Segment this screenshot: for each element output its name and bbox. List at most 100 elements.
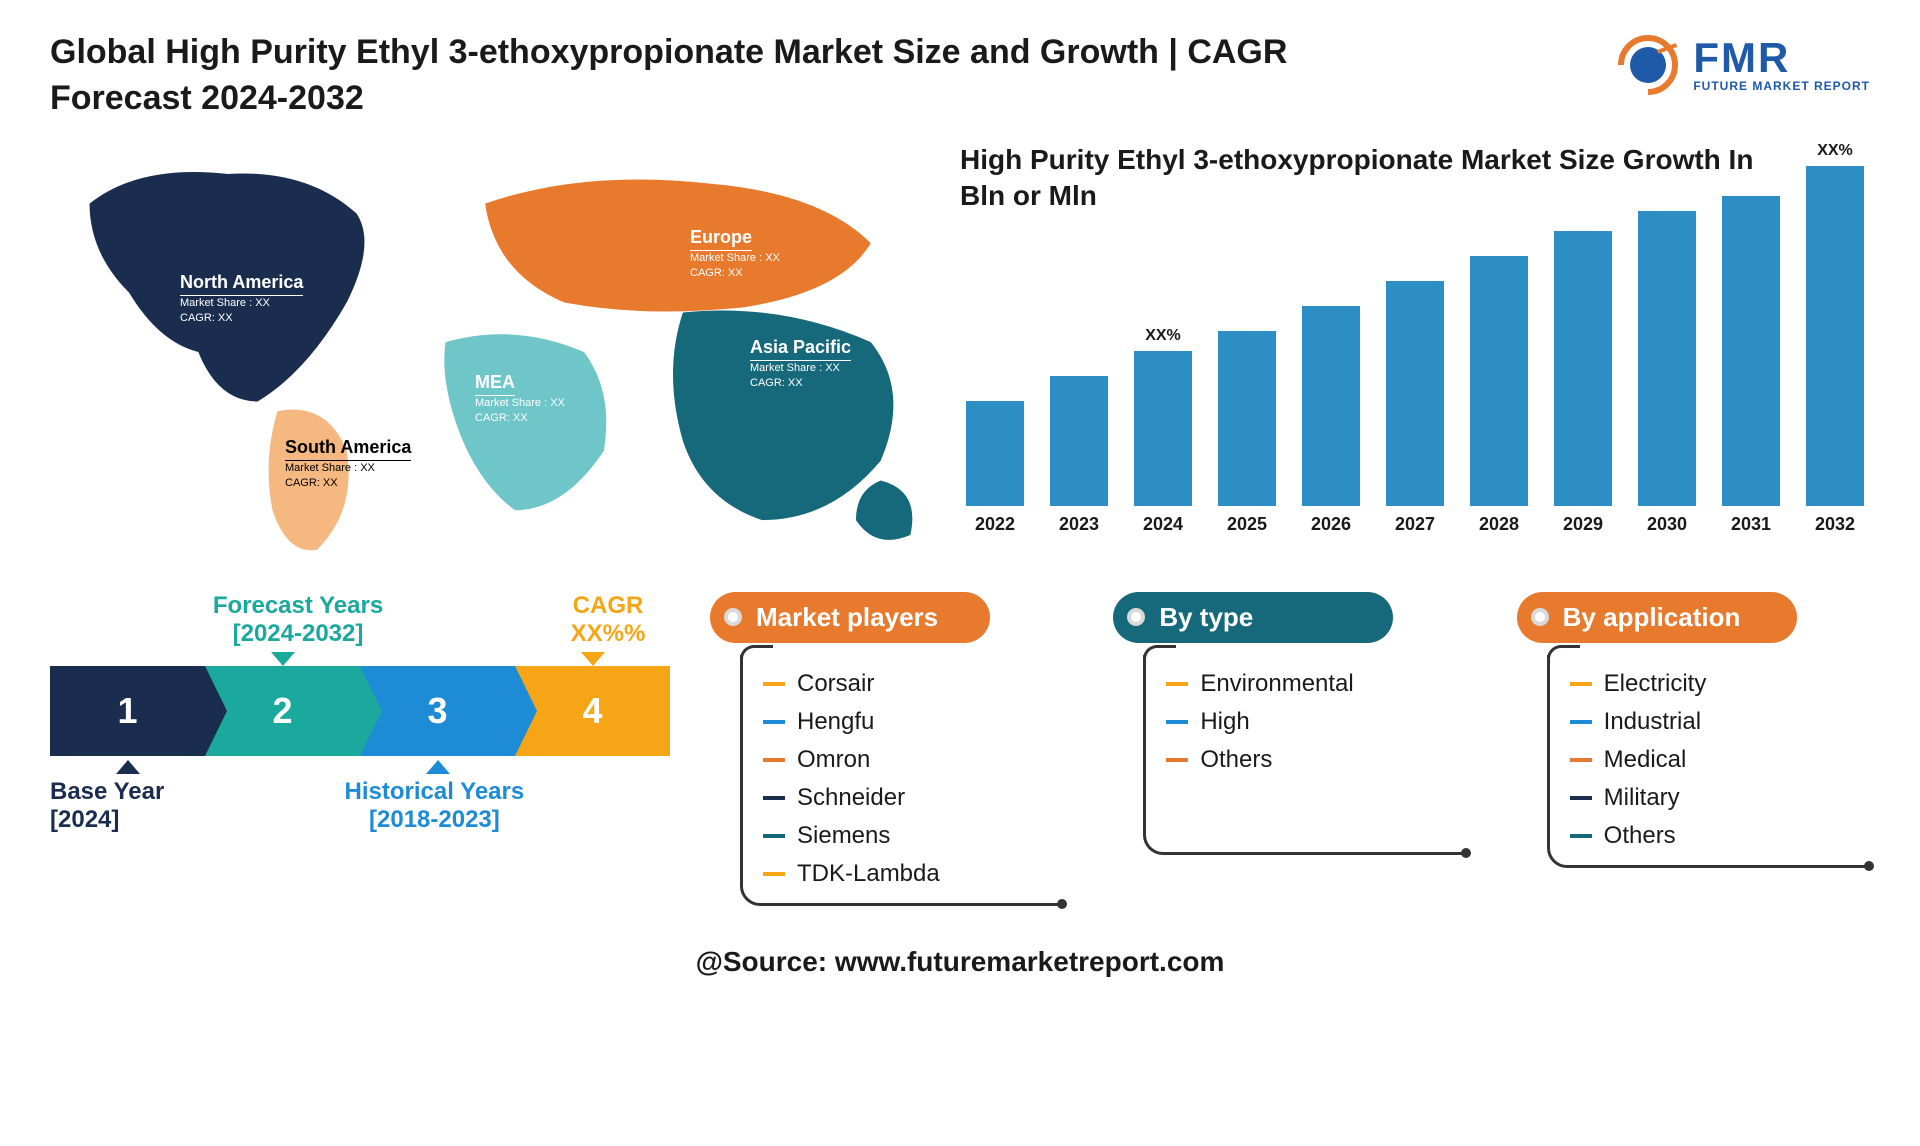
bar-2023: 2023	[1044, 352, 1114, 535]
category-item: Electricity	[1570, 665, 1870, 703]
timeline-seg-2: 2	[205, 666, 360, 756]
category-item: Others	[1570, 817, 1870, 855]
bar-rect	[1050, 376, 1108, 506]
bar-year-label: 2031	[1731, 514, 1771, 535]
category-item-label: Medical	[1604, 746, 1687, 774]
category-item: TDK-Lambda	[763, 855, 1063, 893]
category-item-label: TDK-Lambda	[797, 860, 940, 888]
category-item-label: Military	[1604, 784, 1680, 812]
label-na: North America Market Share : XX CAGR: XX	[180, 272, 303, 327]
category-item: Hengfu	[763, 703, 1063, 741]
page-title: Global High Purity Ethyl 3-ethoxypropion…	[50, 30, 1350, 122]
arrow-up-icon	[116, 760, 140, 774]
bar-rect	[1722, 196, 1780, 506]
category-item: Corsair	[763, 665, 1063, 703]
arrow-down-icon	[271, 652, 295, 666]
bar-2027: 2027	[1380, 257, 1450, 535]
fmr-logo-icon	[1613, 30, 1683, 100]
tick-icon	[1570, 834, 1592, 838]
logo-text-sub: FUTURE MARKET REPORT	[1693, 79, 1870, 93]
bar-top-label: XX%	[1817, 142, 1853, 162]
source-attribution: @Source: www.futuremarketreport.com	[50, 946, 1870, 978]
category-bracket: Corsair Hengfu Omron Schneider Siemens TDK-La…	[740, 655, 1063, 906]
category-item: Medical	[1570, 741, 1870, 779]
world-map: North America Market Share : XX CAGR: XX…	[50, 142, 940, 562]
bar-rect	[1554, 231, 1612, 506]
category-title: By type	[1159, 602, 1253, 633]
category-item-label: Hengfu	[797, 708, 874, 736]
bar-2026: 2026	[1296, 282, 1366, 535]
tick-icon	[1570, 682, 1592, 686]
label-eu: Europe Market Share : XX CAGR: XX	[690, 227, 780, 282]
dot-icon	[724, 608, 742, 626]
timeline: Forecast Years [2024-2032] CAGR XX%% 123…	[50, 592, 670, 834]
bar-rect	[1386, 281, 1444, 506]
category-item: High	[1166, 703, 1466, 741]
timeline-seg-1: 1	[50, 666, 205, 756]
bar-rect	[966, 401, 1024, 506]
category-pill: By type	[1113, 592, 1393, 643]
timeline-seg-3: 3	[360, 666, 515, 756]
hist-range: [2018-2023]	[279, 806, 589, 834]
tick-icon	[763, 758, 785, 762]
category-item-label: Omron	[797, 746, 870, 774]
tick-icon	[763, 682, 785, 686]
category-item-label: Industrial	[1604, 708, 1701, 736]
category-item-label: Environmental	[1200, 670, 1353, 698]
bar-year-label: 2029	[1563, 514, 1603, 535]
tick-icon	[763, 720, 785, 724]
bar-2022: 2022	[960, 377, 1030, 535]
category-item: Environmental	[1166, 665, 1466, 703]
bar-year-label: 2023	[1059, 514, 1099, 535]
bar-2025: 2025	[1212, 307, 1282, 535]
bar-chart: High Purity Ethyl 3-ethoxypropionate Mar…	[960, 142, 1870, 562]
logo: FMR FUTURE MARKET REPORT	[1613, 30, 1870, 100]
category-item-label: Others	[1604, 822, 1676, 850]
dot-icon	[1531, 608, 1549, 626]
category-item-label: Siemens	[797, 822, 890, 850]
category-item: Omron	[763, 741, 1063, 779]
tick-icon	[1166, 720, 1188, 724]
category-title: By application	[1563, 602, 1741, 633]
label-ap: Asia Pacific Market Share : XX CAGR: XX	[750, 337, 851, 392]
bar-2028: 2028	[1464, 232, 1534, 535]
tick-icon	[763, 872, 785, 876]
bar-year-label: 2028	[1479, 514, 1519, 535]
category-item: Industrial	[1570, 703, 1870, 741]
bar-2030: 2030	[1632, 187, 1702, 535]
bar-top-label: XX%	[1145, 327, 1181, 347]
category-item: Others	[1166, 741, 1466, 779]
bar-rect	[1302, 306, 1360, 506]
region-eu	[485, 179, 871, 311]
hist-label: Historical Years	[279, 778, 589, 806]
bar-2032: XX%2032	[1800, 142, 1870, 535]
category-bracket: Environmental High Others	[1143, 655, 1466, 855]
category-item: Schneider	[763, 779, 1063, 817]
category-item-label: Corsair	[797, 670, 874, 698]
arrow-down-icon	[581, 652, 605, 666]
bar-year-label: 2022	[975, 514, 1015, 535]
category-bracket: Electricity Industrial Medical Military Othe…	[1547, 655, 1870, 868]
logo-text-fmr: FMR	[1693, 37, 1870, 79]
bar-2024: XX% 2024	[1128, 327, 1198, 535]
category-pill: By application	[1517, 592, 1797, 643]
category-item-label: Others	[1200, 746, 1272, 774]
cagr-label: CAGR	[546, 592, 670, 620]
base-year-label: Base Year	[50, 778, 205, 806]
bar-year-label: 2030	[1647, 514, 1687, 535]
category-item-label: Electricity	[1604, 670, 1707, 698]
tick-icon	[763, 796, 785, 800]
label-sa: South America Market Share : XX CAGR: XX	[285, 437, 411, 492]
category-by-application: By application Electricity Industrial Medic…	[1517, 592, 1870, 906]
cagr-value: XX%%	[546, 620, 670, 648]
category-item: Siemens	[763, 817, 1063, 855]
timeline-seg-4: 4	[515, 666, 670, 756]
category-item-label: Schneider	[797, 784, 905, 812]
bar-rect	[1134, 351, 1192, 506]
category-market-players: Market playersCorsairHengfuOmronSchneide…	[710, 592, 1063, 906]
category-by-type: By type Environmental High Others	[1113, 592, 1466, 906]
bar-rect	[1470, 256, 1528, 506]
base-year-range: [2024]	[50, 806, 205, 834]
bar-year-label: 2024	[1143, 514, 1183, 535]
tick-icon	[1570, 720, 1592, 724]
